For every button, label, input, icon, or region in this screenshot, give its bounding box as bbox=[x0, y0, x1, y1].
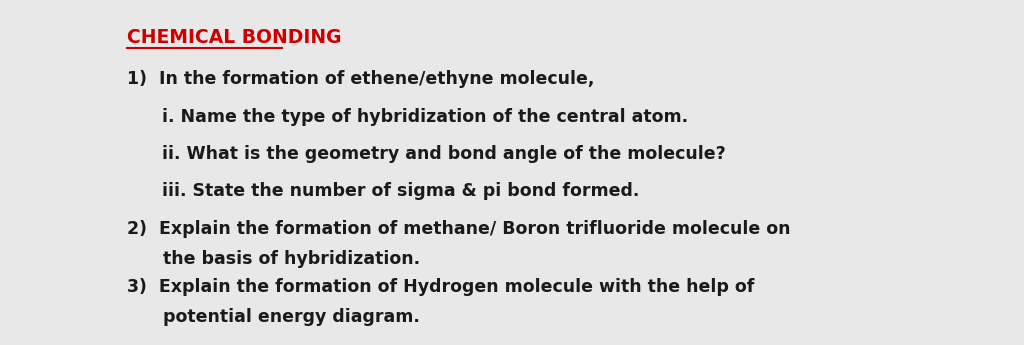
Text: ii. What is the geometry and bond angle of the molecule?: ii. What is the geometry and bond angle … bbox=[162, 145, 725, 163]
Text: the basis of hybridization.: the basis of hybridization. bbox=[127, 250, 420, 268]
Text: 2)  Explain the formation of methane/ Boron trifluoride molecule on: 2) Explain the formation of methane/ Bor… bbox=[127, 220, 791, 238]
Text: iii. State the number of sigma & pi bond formed.: iii. State the number of sigma & pi bond… bbox=[162, 182, 639, 200]
Text: CHEMICAL BONDING: CHEMICAL BONDING bbox=[127, 28, 341, 47]
Text: i. Name the type of hybridization of the central atom.: i. Name the type of hybridization of the… bbox=[162, 108, 688, 126]
Text: potential energy diagram.: potential energy diagram. bbox=[127, 308, 420, 326]
Text: 1)  In the formation of ethene/ethyne molecule,: 1) In the formation of ethene/ethyne mol… bbox=[127, 70, 594, 88]
Text: 3)  Explain the formation of Hydrogen molecule with the help of: 3) Explain the formation of Hydrogen mol… bbox=[127, 278, 754, 296]
